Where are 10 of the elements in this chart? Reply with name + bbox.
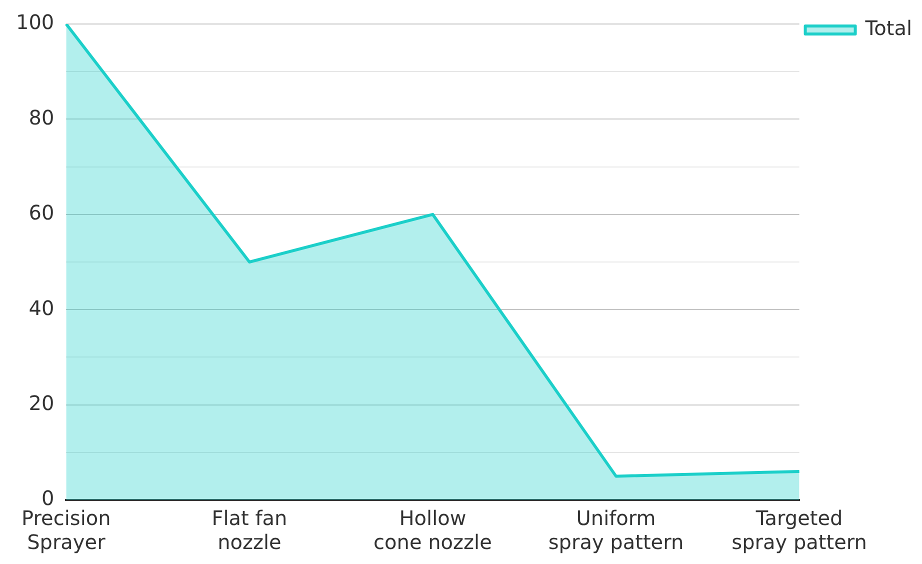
y-tick-label: 20 bbox=[28, 391, 54, 416]
x-tick-label: Flat fan nozzle bbox=[212, 506, 288, 554]
x-tick-label: Hollow cone nozzle bbox=[374, 506, 492, 554]
x-tick-label: Uniform spray pattern bbox=[548, 506, 684, 554]
y-tick-label: 60 bbox=[28, 200, 54, 225]
y-tick-label: 80 bbox=[28, 105, 54, 130]
y-tick-label: 40 bbox=[28, 296, 54, 320]
y-tick-label: 100 bbox=[16, 10, 54, 34]
legend-label: Total bbox=[864, 16, 912, 40]
x-tick-label: Targeted spray pattern bbox=[732, 506, 867, 554]
